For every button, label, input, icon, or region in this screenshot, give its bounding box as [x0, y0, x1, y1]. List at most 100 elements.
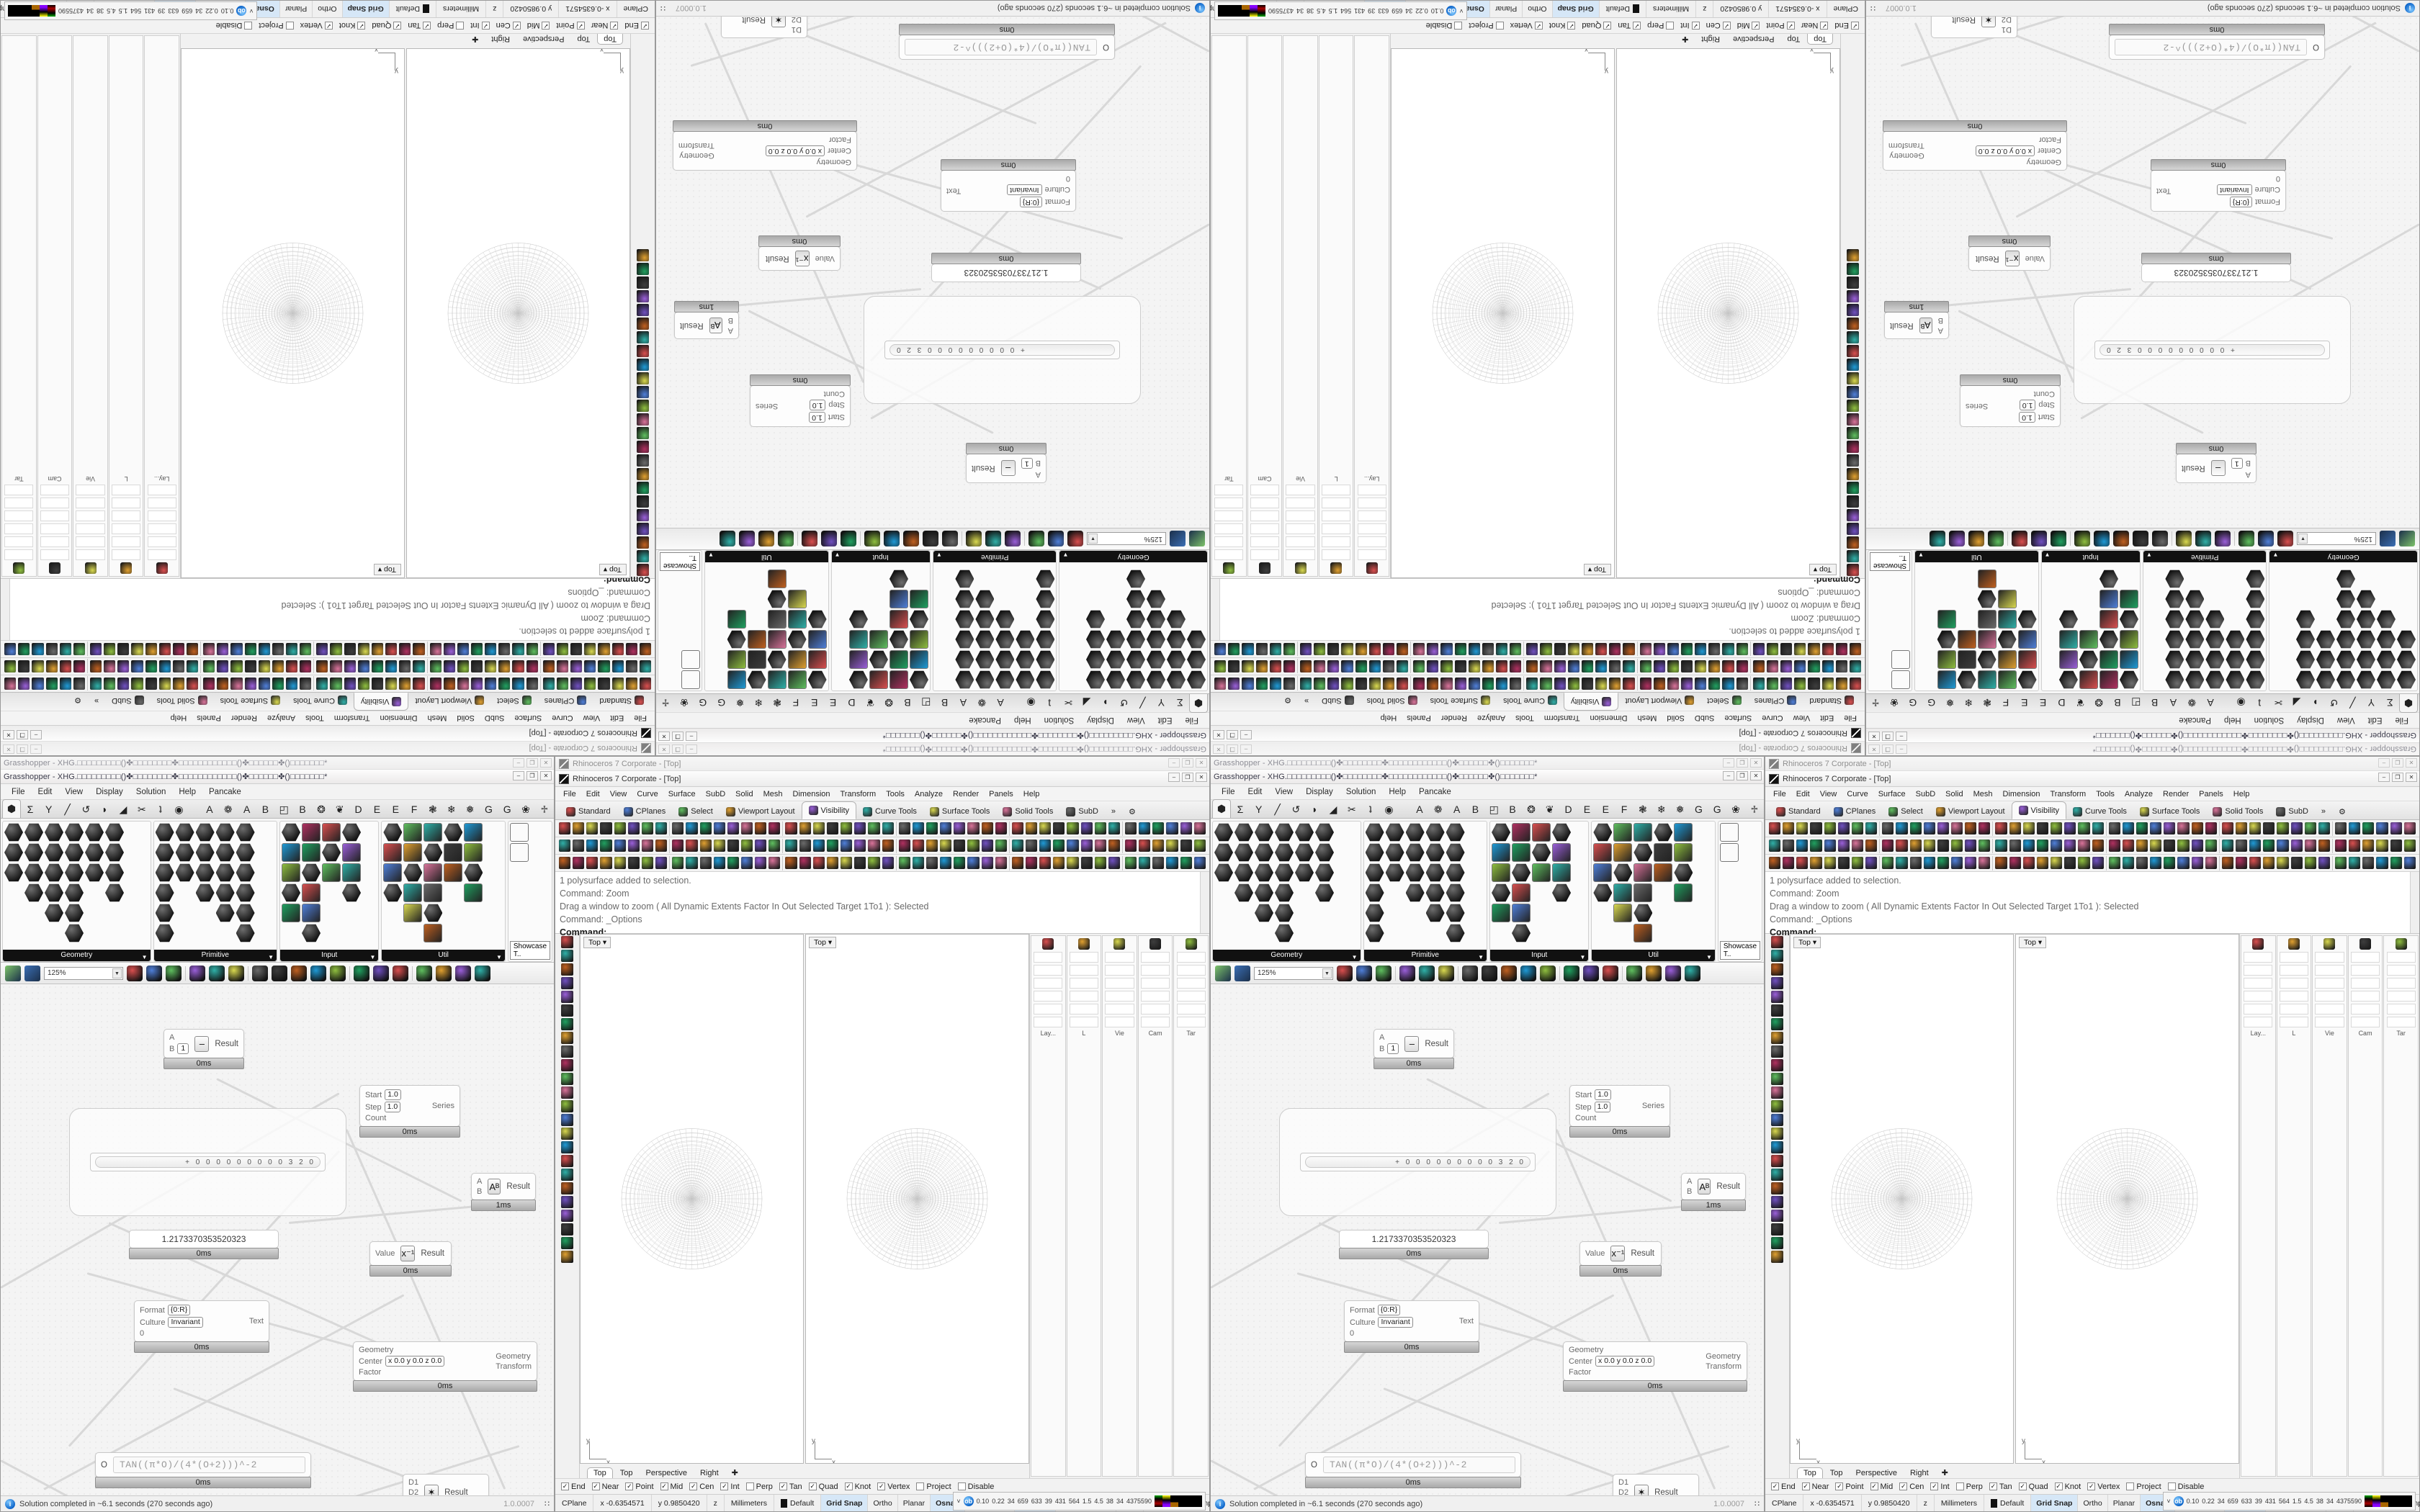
- statusbar-toggle-planar[interactable]: Planar: [1489, 1, 1523, 17]
- toolbar-icon[interactable]: [2136, 822, 2148, 834]
- toolbar-icon[interactable]: [413, 678, 425, 690]
- toolbar-icon[interactable]: [1067, 857, 1079, 869]
- toolbar-icon[interactable]: [526, 660, 538, 672]
- toolbar-icon[interactable]: [145, 678, 157, 690]
- gh-tab-9[interactable]: ◉: [1026, 697, 1036, 709]
- toolbar-icon[interactable]: [1468, 660, 1480, 672]
- toolbar-icon[interactable]: [740, 840, 753, 852]
- toolbar-icon[interactable]: [1397, 643, 1409, 655]
- toolbar-icon[interactable]: [686, 857, 698, 869]
- toolbar-icon[interactable]: [1882, 857, 1894, 869]
- toolbar-icon[interactable]: [826, 857, 839, 869]
- palette-icon[interactable]: [1425, 843, 1445, 862]
- sphere4-icon[interactable]: [475, 965, 490, 981]
- operator-component[interactable]: D1D2D3✶Result: [403, 1474, 489, 1495]
- toolbar-icon[interactable]: [2092, 840, 2104, 852]
- left-toolbar-icon[interactable]: [637, 495, 649, 508]
- gh-tab-25[interactable]: G: [1694, 804, 1703, 815]
- rhino-panel-3[interactable]: Cam: [1247, 35, 1283, 577]
- palette-icon[interactable]: [282, 823, 301, 842]
- toolbar-icon[interactable]: [1496, 643, 1508, 655]
- panel-item[interactable]: [1214, 510, 1244, 521]
- gh-tab-21[interactable]: F: [1621, 804, 1628, 815]
- toolbar-icon[interactable]: [2177, 822, 2190, 834]
- osnap-knot[interactable]: ✓ Knot: [1549, 22, 1576, 30]
- panel-item[interactable]: [1034, 952, 1063, 963]
- osnap-perp[interactable]: Perp: [1647, 22, 1675, 30]
- toolbar-icon[interactable]: [59, 643, 71, 655]
- toolbar-icon[interactable]: [45, 660, 58, 672]
- gh-tab-28[interactable]: ♱: [1871, 697, 1880, 709]
- toolbar-icon[interactable]: [1039, 857, 1052, 869]
- toolbar-icon[interactable]: [1695, 678, 1707, 690]
- palette-icon[interactable]: [215, 843, 235, 862]
- toolbar-icon[interactable]: [1595, 643, 1608, 655]
- toolbar-icon[interactable]: [32, 660, 44, 672]
- toolbar-icon[interactable]: [1094, 822, 1106, 834]
- toolbar-tab-subd[interactable]: SubD: [1315, 693, 1361, 708]
- toolbar-icon[interactable]: [4, 678, 17, 690]
- group-expand-icon[interactable]: ▼: [268, 954, 274, 960]
- gh-tab-23[interactable]: ❄: [754, 697, 763, 709]
- palette-icon[interactable]: [889, 670, 908, 689]
- toolbar-icon[interactable]: [2235, 840, 2248, 852]
- palette-icon[interactable]: [2205, 610, 2224, 629]
- output-port[interactable]: Transform: [496, 1362, 532, 1371]
- palette-icon[interactable]: [282, 883, 301, 902]
- toolbar-icon[interactable]: [399, 660, 411, 672]
- palette-icon[interactable]: [215, 904, 235, 922]
- palette-icon[interactable]: [1234, 883, 1253, 902]
- gh-tab-15[interactable]: B: [299, 804, 306, 815]
- output-port[interactable]: Transform: [1706, 1362, 1742, 1371]
- toolbar-icon[interactable]: [230, 660, 243, 672]
- palette-icon[interactable]: [1446, 823, 1465, 842]
- toolbar-icon[interactable]: [1766, 678, 1779, 690]
- osnap-mid[interactable]: ✓ Mid: [1870, 1482, 1893, 1491]
- palette-icon[interactable]: [383, 843, 403, 862]
- palette-icon[interactable]: [889, 630, 908, 649]
- toolbar-icon[interactable]: [1783, 822, 1795, 834]
- toolbar-icon[interactable]: [2349, 840, 2361, 852]
- palette-icon[interactable]: [1036, 610, 1054, 629]
- menu-item-file[interactable]: File: [1844, 714, 1857, 723]
- menu-item-view[interactable]: View: [65, 787, 84, 796]
- menu-item-mesh[interactable]: Mesh: [1637, 714, 1657, 723]
- left-toolbar-icon[interactable]: [1847, 482, 1859, 494]
- gh-tab-25[interactable]: G: [484, 804, 493, 815]
- left-toolbar-icon[interactable]: [561, 1018, 573, 1030]
- toolbar-icon[interactable]: [158, 660, 171, 672]
- viewport-tab-top-0[interactable]: Top: [1807, 34, 1833, 45]
- palette-icon[interactable]: [1997, 610, 2017, 629]
- panel-item[interactable]: [40, 523, 69, 534]
- toolbar-icon[interactable]: [1995, 857, 2007, 869]
- toolbar-icon[interactable]: [600, 822, 612, 834]
- gh-tab-1[interactable]: Σ: [1176, 697, 1183, 708]
- toolbar-icon[interactable]: [429, 660, 442, 672]
- toolbar-icon[interactable]: [2164, 822, 2176, 834]
- toolbar-icon[interactable]: [258, 678, 270, 690]
- panel-item[interactable]: [1286, 510, 1315, 521]
- left-toolbar-icon[interactable]: [561, 1223, 573, 1236]
- output-port-label[interactable]: Result: [766, 254, 789, 263]
- palette-icon[interactable]: [155, 843, 174, 862]
- render-icon[interactable]: [802, 531, 817, 547]
- toolbar-icon[interactable]: [104, 643, 116, 655]
- toolbar-icon[interactable]: [1923, 857, 1935, 869]
- output-port-label[interactable]: Result: [506, 1182, 530, 1191]
- toolbar-icon[interactable]: [1166, 822, 1178, 834]
- palette-icon[interactable]: [910, 670, 928, 689]
- left-toolbar-icon[interactable]: [561, 1141, 573, 1153]
- panel-item[interactable]: [1250, 510, 1279, 521]
- gh-tab-9[interactable]: ◉: [174, 803, 184, 815]
- toolbar-icon[interactable]: [542, 660, 555, 672]
- group-expand-icon[interactable]: ▼: [708, 552, 714, 558]
- toolbar-icon[interactable]: [2150, 857, 2162, 869]
- palette-icon[interactable]: [2377, 650, 2396, 669]
- toolbar-icon[interactable]: [1108, 857, 1121, 869]
- gh-tab-0[interactable]: ⬢: [1189, 694, 1208, 713]
- palette-icon[interactable]: [45, 863, 63, 882]
- toolbar-icon[interactable]: [1896, 840, 1908, 852]
- toolbar-icon[interactable]: [1496, 678, 1508, 690]
- panel-item[interactable]: [40, 510, 69, 521]
